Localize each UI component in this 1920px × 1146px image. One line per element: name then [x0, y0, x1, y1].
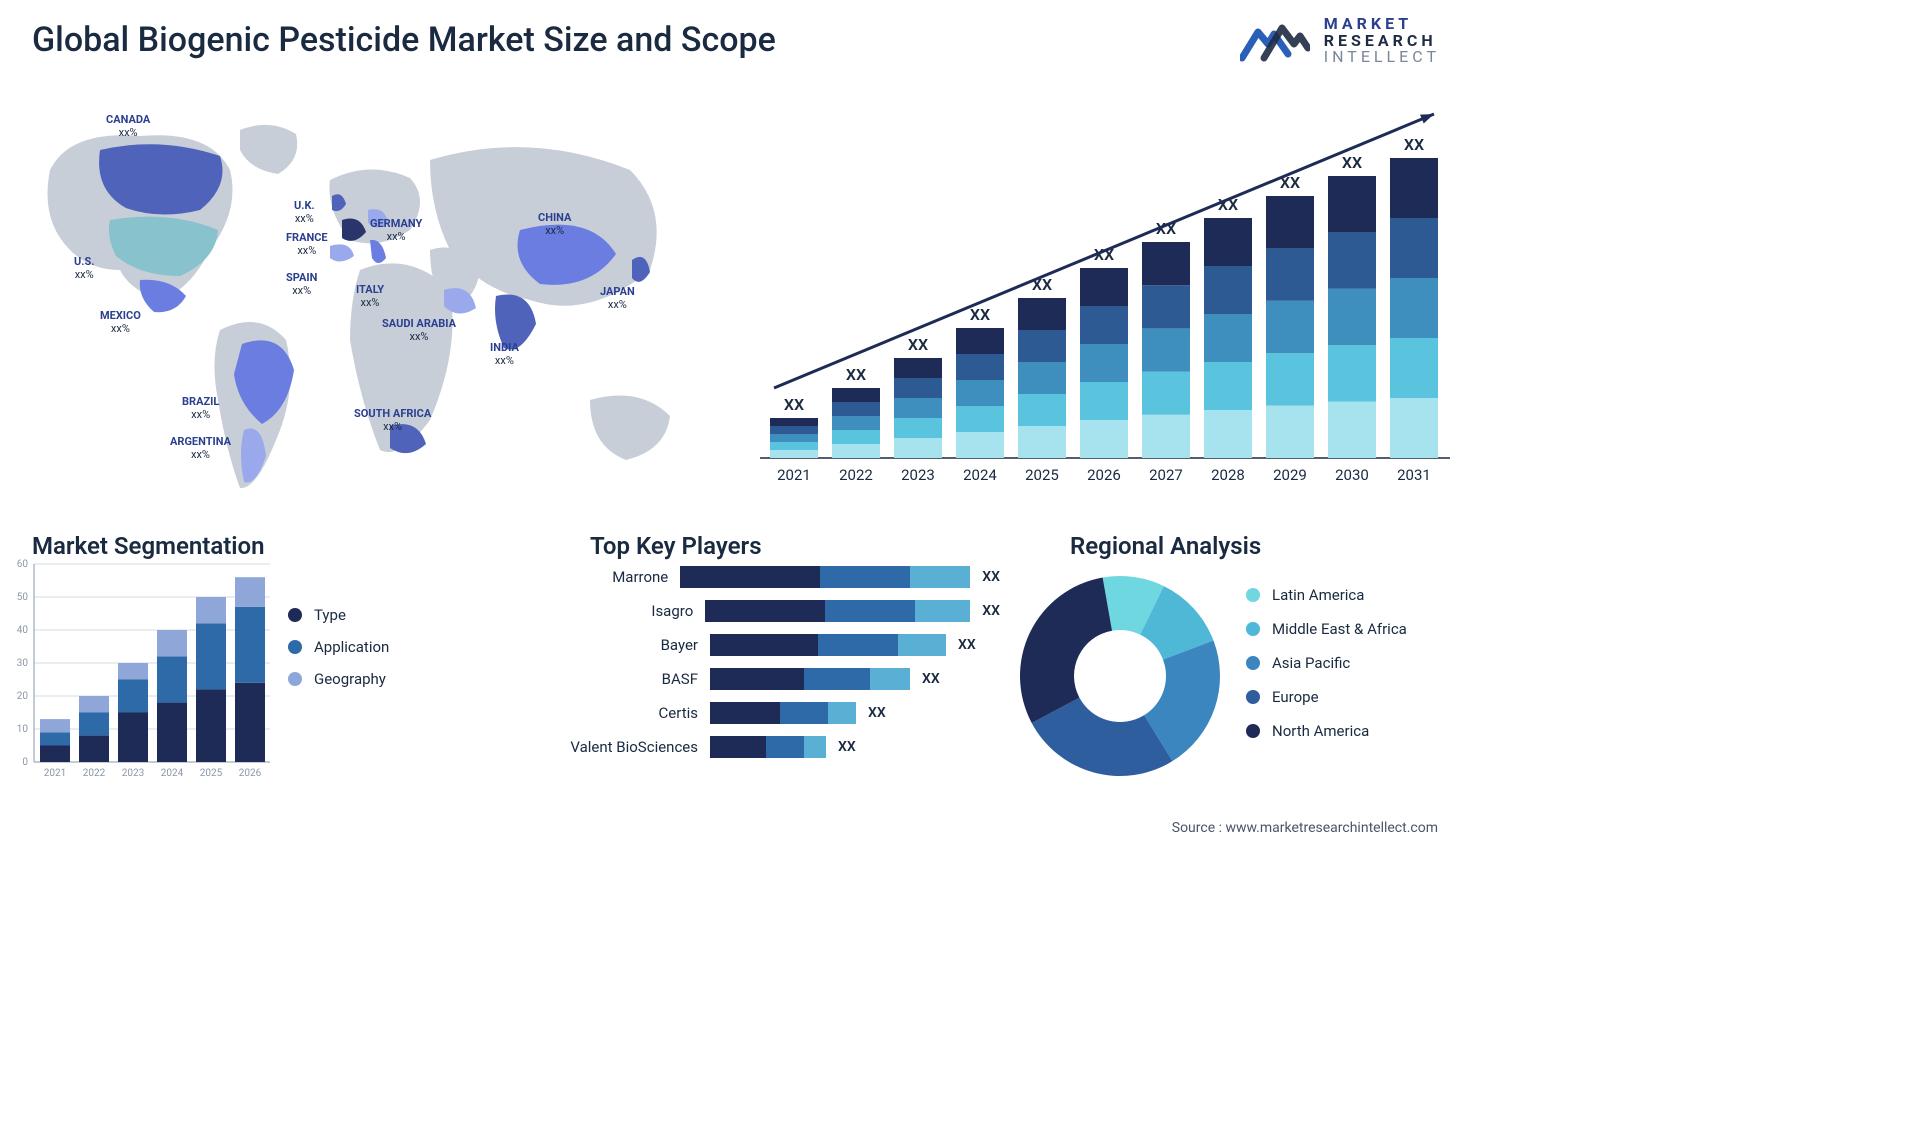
- svg-text:40: 40: [17, 625, 29, 636]
- svg-text:2023: 2023: [122, 768, 144, 779]
- svg-text:2024: 2024: [963, 466, 997, 484]
- segmentation-legend: Type Application Geography: [288, 592, 389, 702]
- country-label: ARGENTINAxx%: [170, 436, 231, 461]
- country-label: FRANCExx%: [286, 232, 328, 257]
- logo-mark-icon: [1240, 14, 1310, 68]
- country-label: GERMANYxx%: [370, 218, 422, 243]
- svg-text:XX: XX: [784, 395, 804, 414]
- segmentation-chart-svg: 0 10 20 30 40 50 60 2021 2022 2023 2024 2025 2026: [8, 556, 276, 782]
- world-map-panel: CANADAxx% U.S.xx% MEXICOxx% BRAZILxx% ARGENT…: [30, 100, 730, 500]
- player-name: Certis: [560, 704, 710, 722]
- svg-text:30: 30: [17, 658, 29, 669]
- player-row: Valent BioSciences XX: [560, 730, 1000, 764]
- regional-donut-chart: [1010, 556, 1230, 796]
- player-value: XX: [922, 671, 940, 687]
- player-bar: [710, 702, 856, 724]
- player-row: Isagro XX: [560, 594, 1000, 628]
- svg-text:2025: 2025: [200, 768, 223, 779]
- svg-text:50: 50: [17, 592, 29, 603]
- svg-text:2021: 2021: [777, 466, 811, 484]
- country-label: BRAZILxx%: [182, 396, 219, 421]
- svg-text:2024: 2024: [161, 768, 184, 779]
- player-row: Bayer XX: [560, 628, 1000, 662]
- growth-chart-svg: XX2021XX2022XX2023XX2024XX2025XX2026XX20…: [760, 104, 1450, 484]
- player-name: Marrone: [560, 568, 680, 586]
- legend-row: Application: [288, 638, 389, 656]
- svg-text:10: 10: [17, 724, 29, 735]
- player-name: Bayer: [560, 636, 710, 654]
- legend-row: Latin America: [1246, 586, 1407, 604]
- player-bar: [710, 668, 910, 690]
- player-value: XX: [838, 739, 856, 755]
- player-bar: [680, 566, 970, 588]
- country-label: CHINAxx%: [538, 212, 571, 237]
- svg-text:XX: XX: [1342, 153, 1362, 172]
- players-heading: Top Key Players: [590, 532, 762, 560]
- country-label: CANADAxx%: [106, 114, 150, 139]
- legend-row: Middle East & Africa: [1246, 620, 1407, 638]
- legend-row: Europe: [1246, 688, 1407, 706]
- legend-row: Asia Pacific: [1246, 654, 1407, 672]
- country-label: SAUDI ARABIAxx%: [382, 318, 456, 343]
- svg-text:2022: 2022: [839, 466, 873, 484]
- players-panel: MarroneXXIsagroXXBayerXXBASFXXCertisXXVa…: [560, 560, 1000, 810]
- svg-text:2027: 2027: [1149, 466, 1183, 484]
- player-value: XX: [982, 603, 1000, 619]
- country-label: SOUTH AFRICAxx%: [354, 408, 431, 433]
- player-value: XX: [958, 637, 976, 653]
- svg-text:60: 60: [17, 559, 29, 570]
- svg-text:XX: XX: [846, 365, 866, 384]
- segmentation-panel: 0 10 20 30 40 50 60 2021 2022 2023 2024 2025 2026 Ty…: [8, 556, 438, 816]
- country-label: MEXICOxx%: [100, 310, 141, 335]
- svg-text:2023: 2023: [901, 466, 935, 484]
- legend-row: Type: [288, 606, 389, 624]
- country-label: U.S.xx%: [74, 256, 94, 281]
- svg-text:20: 20: [17, 691, 29, 702]
- svg-text:XX: XX: [908, 335, 928, 354]
- svg-text:2022: 2022: [83, 768, 106, 779]
- player-name: Isagro: [560, 602, 705, 620]
- page-title: Global Biogenic Pesticide Market Size an…: [32, 20, 776, 60]
- svg-text:XX: XX: [1404, 135, 1424, 154]
- svg-text:2030: 2030: [1335, 466, 1369, 484]
- legend-row: Geography: [288, 670, 389, 688]
- svg-text:XX: XX: [970, 305, 990, 324]
- player-value: XX: [868, 705, 886, 721]
- player-bar: [705, 600, 970, 622]
- svg-text:2026: 2026: [239, 768, 262, 779]
- player-name: BASF: [560, 670, 710, 688]
- country-label: ITALYxx%: [356, 284, 384, 309]
- regional-legend: Latin America Middle East & Africa Asia Pa…: [1246, 570, 1407, 756]
- country-label: JAPANxx%: [600, 286, 635, 311]
- svg-text:2031: 2031: [1397, 466, 1431, 484]
- player-row: Marrone XX: [560, 560, 1000, 594]
- brand-logo: MARKET RESEARCH INTELLECT: [1240, 14, 1440, 68]
- legend-row: North America: [1246, 722, 1407, 740]
- regional-panel: Latin America Middle East & Africa Asia Pa…: [1010, 556, 1450, 816]
- svg-text:0: 0: [22, 757, 28, 768]
- svg-text:2026: 2026: [1087, 466, 1121, 484]
- player-row: Certis XX: [560, 696, 1000, 730]
- country-label: SPAINxx%: [286, 272, 317, 297]
- player-row: BASF XX: [560, 662, 1000, 696]
- svg-text:2029: 2029: [1273, 466, 1307, 484]
- country-label: U.K.xx%: [294, 200, 315, 225]
- player-value: XX: [982, 569, 1000, 585]
- player-bar: [710, 736, 826, 758]
- logo-text-line3: INTELLECT: [1324, 49, 1440, 66]
- player-bar: [710, 634, 946, 656]
- svg-text:2021: 2021: [44, 768, 66, 779]
- svg-text:2028: 2028: [1211, 466, 1245, 484]
- svg-text:2025: 2025: [1025, 466, 1059, 484]
- source-label: Source : www.marketresearchintellect.com: [1172, 820, 1438, 836]
- player-name: Valent BioSciences: [560, 738, 710, 756]
- growth-bar-chart: XX2021XX2022XX2023XX2024XX2025XX2026XX20…: [760, 104, 1450, 484]
- country-label: INDIAxx%: [490, 342, 519, 367]
